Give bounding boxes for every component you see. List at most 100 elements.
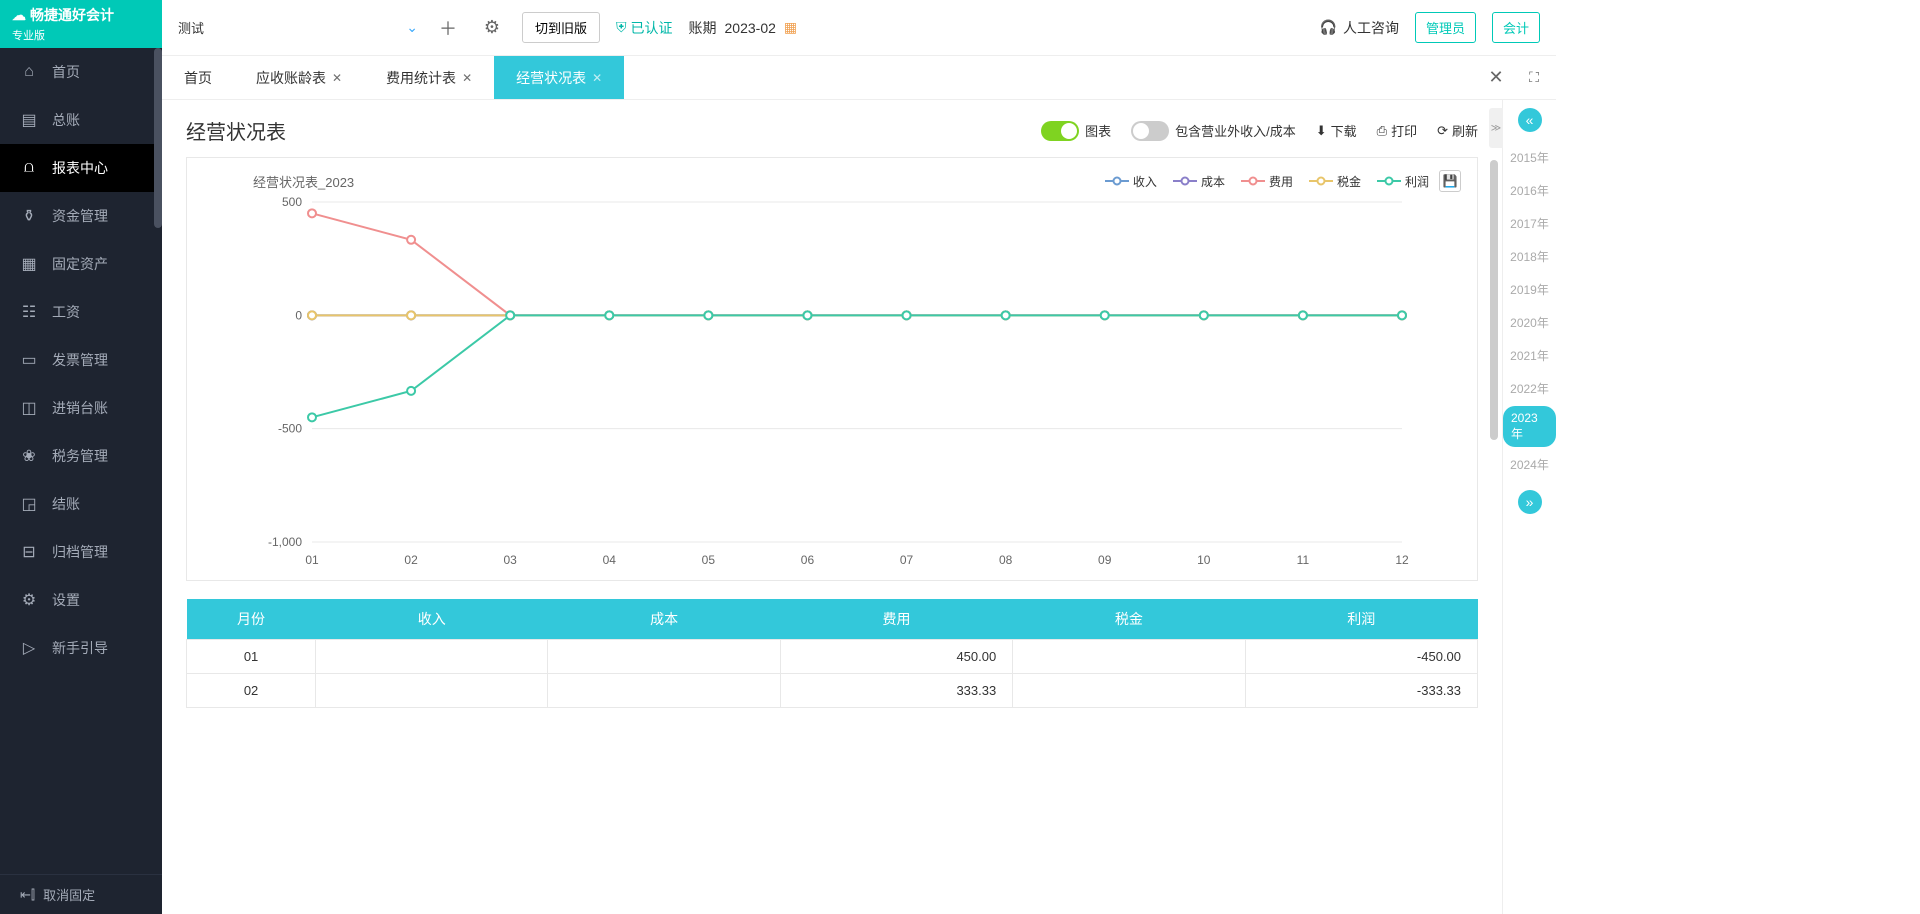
nav-label: 归档管理 — [52, 542, 108, 562]
year-option[interactable]: 2022年 — [1506, 373, 1553, 404]
legend-item[interactable]: 费用 — [1241, 173, 1293, 190]
nav-label: 新手引导 — [52, 638, 108, 658]
add-button[interactable]: ＋ — [434, 14, 462, 42]
nav-item-12[interactable]: ▷新手引导 — [0, 624, 162, 672]
tab-1[interactable]: 应收账龄表✕ — [234, 56, 364, 99]
nav-item-5[interactable]: ☷工资 — [0, 288, 162, 336]
support-link[interactable]: 🎧 人工咨询 — [1320, 18, 1399, 38]
data-table: 月份收入成本费用税金利润01450.00-450.0002333.33-333.… — [186, 599, 1478, 708]
sidebar-scrollbar[interactable] — [154, 48, 162, 228]
report-title: 经营状况表 — [186, 116, 286, 145]
tab-label: 首页 — [184, 68, 212, 88]
brand-edition: 专业版 — [12, 27, 162, 43]
table-cell: 333.33 — [780, 674, 1012, 708]
headset-icon: 🎧 — [1320, 19, 1337, 36]
refresh-button[interactable]: ⟳ 刷新 — [1437, 121, 1478, 140]
save-chart-button[interactable]: 💾 — [1439, 170, 1461, 192]
svg-text:0: 0 — [295, 308, 302, 322]
rail-collapse-button[interactable]: ≫ — [1489, 108, 1503, 148]
legend-label: 利润 — [1405, 173, 1429, 190]
year-option[interactable]: 2017年 — [1506, 208, 1553, 239]
svg-text:-1,000: -1,000 — [268, 535, 302, 549]
chart-title: 经营状况表_2023 — [253, 172, 354, 191]
content-scrollbar[interactable] — [1490, 160, 1498, 440]
tab-close-icon[interactable]: ✕ — [332, 71, 342, 85]
nav-item-0[interactable]: ⌂首页 — [0, 48, 162, 96]
tab-close-icon[interactable]: ✕ — [462, 71, 472, 85]
year-option[interactable]: 2023年 — [1503, 406, 1556, 447]
tab-close-all-button[interactable]: ✕ — [1482, 64, 1510, 92]
nav-icon: ⚱ — [20, 207, 38, 225]
accounting-period[interactable]: 账期 2023-02 ▦ — [689, 18, 798, 38]
table-cell — [548, 640, 780, 674]
nav-item-1[interactable]: ▤总账 — [0, 96, 162, 144]
year-scroll-down-button[interactable]: » — [1518, 490, 1542, 514]
year-option[interactable]: 2021年 — [1506, 340, 1553, 371]
table-cell — [316, 674, 548, 708]
year-option[interactable]: 2015年 — [1506, 142, 1553, 173]
year-rail: ≫ « 2015年2016年2017年2018年2019年2020年2021年2… — [1502, 100, 1556, 914]
svg-text:07: 07 — [900, 553, 914, 567]
year-scroll-up-button[interactable]: « — [1518, 108, 1542, 132]
cloud-icon: ☁ — [12, 7, 26, 24]
table-header: 费用 — [780, 599, 1012, 640]
nav-icon: ◲ — [20, 495, 38, 513]
nav-item-4[interactable]: ▦固定资产 — [0, 240, 162, 288]
print-button[interactable]: ⎙ 打印 — [1377, 121, 1417, 140]
nav-item-3[interactable]: ⚱资金管理 — [0, 192, 162, 240]
legend-item[interactable]: 成本 — [1173, 173, 1225, 190]
tab-close-icon[interactable]: ✕ — [592, 71, 602, 85]
legend-label: 收入 — [1133, 173, 1157, 190]
download-button[interactable]: ⬇ 下载 — [1316, 121, 1357, 140]
legend-item[interactable]: 税金 — [1309, 173, 1361, 190]
year-option[interactable]: 2024年 — [1506, 449, 1553, 480]
svg-text:05: 05 — [702, 553, 716, 567]
nav-icon: ❀ — [20, 447, 38, 465]
table-header: 成本 — [548, 599, 780, 640]
support-label: 人工咨询 — [1343, 18, 1399, 38]
include-extra-toggle[interactable] — [1131, 121, 1169, 141]
svg-text:01: 01 — [305, 553, 319, 567]
chart-container: 经营状况表_2023 收入成本费用税金利润 💾 5000-500-1,00001… — [186, 157, 1478, 581]
tab-label: 费用统计表 — [386, 68, 456, 88]
tab-0[interactable]: 首页 — [162, 56, 234, 99]
tab-3[interactable]: 经营状况表✕ — [494, 56, 624, 99]
nav-item-11[interactable]: ⚙设置 — [0, 576, 162, 624]
svg-text:11: 11 — [1297, 553, 1310, 567]
table-cell — [1013, 640, 1245, 674]
chart-legend: 收入 成本费用 税金 利润 — [1105, 173, 1429, 190]
legend-label: 成本 — [1201, 173, 1225, 190]
nav-item-2[interactable]: ⩍报表中心 — [0, 144, 162, 192]
year-option[interactable]: 2019年 — [1506, 274, 1553, 305]
svg-text:08: 08 — [999, 553, 1013, 567]
nav-item-7[interactable]: ◫进销台账 — [0, 384, 162, 432]
year-option[interactable]: 2016年 — [1506, 175, 1553, 206]
company-selector[interactable]: 测试 ⌄ — [178, 18, 418, 37]
sidebar-unpin[interactable]: ⇤⫿ 取消固定 — [0, 874, 162, 914]
nav-item-8[interactable]: ❀ 税务管理 — [0, 432, 162, 480]
role-admin-button[interactable]: 管理员 — [1415, 12, 1476, 43]
settings-icon[interactable]: ⚙ — [478, 14, 506, 42]
chart-toggle[interactable] — [1041, 121, 1079, 141]
legend-item[interactable]: 收入 — [1105, 173, 1157, 190]
chevron-down-icon: ⌄ — [406, 19, 418, 36]
nav-label: 税务管理 — [52, 446, 108, 466]
chart-toggle-label: 图表 — [1085, 121, 1111, 140]
svg-text:09: 09 — [1098, 553, 1112, 567]
nav-item-10[interactable]: ⊟归档管理 — [0, 528, 162, 576]
fullscreen-icon[interactable]: ⛶ — [1520, 64, 1548, 92]
table-cell: -333.33 — [1245, 674, 1477, 708]
svg-text:04: 04 — [603, 553, 617, 567]
role-accountant-button[interactable]: 会计 — [1492, 12, 1540, 43]
legend-label: 税金 — [1337, 173, 1361, 190]
table-cell: 01 — [187, 640, 316, 674]
year-option[interactable]: 2020年 — [1506, 307, 1553, 338]
switch-old-version-button[interactable]: 切到旧版 — [522, 12, 600, 43]
report-panel: 经营状况表 图表 包含营业外收入/成本 ⬇ 下载 ⎙ — [162, 100, 1502, 914]
tab-2[interactable]: 费用统计表 ✕ — [364, 56, 494, 99]
nav-item-6[interactable]: ▭发票管理 — [0, 336, 162, 384]
legend-item[interactable]: 利润 — [1377, 173, 1429, 190]
svg-text:-500: -500 — [278, 422, 302, 436]
nav-item-9[interactable]: ◲结账 — [0, 480, 162, 528]
year-option[interactable]: 2018年 — [1506, 241, 1553, 272]
